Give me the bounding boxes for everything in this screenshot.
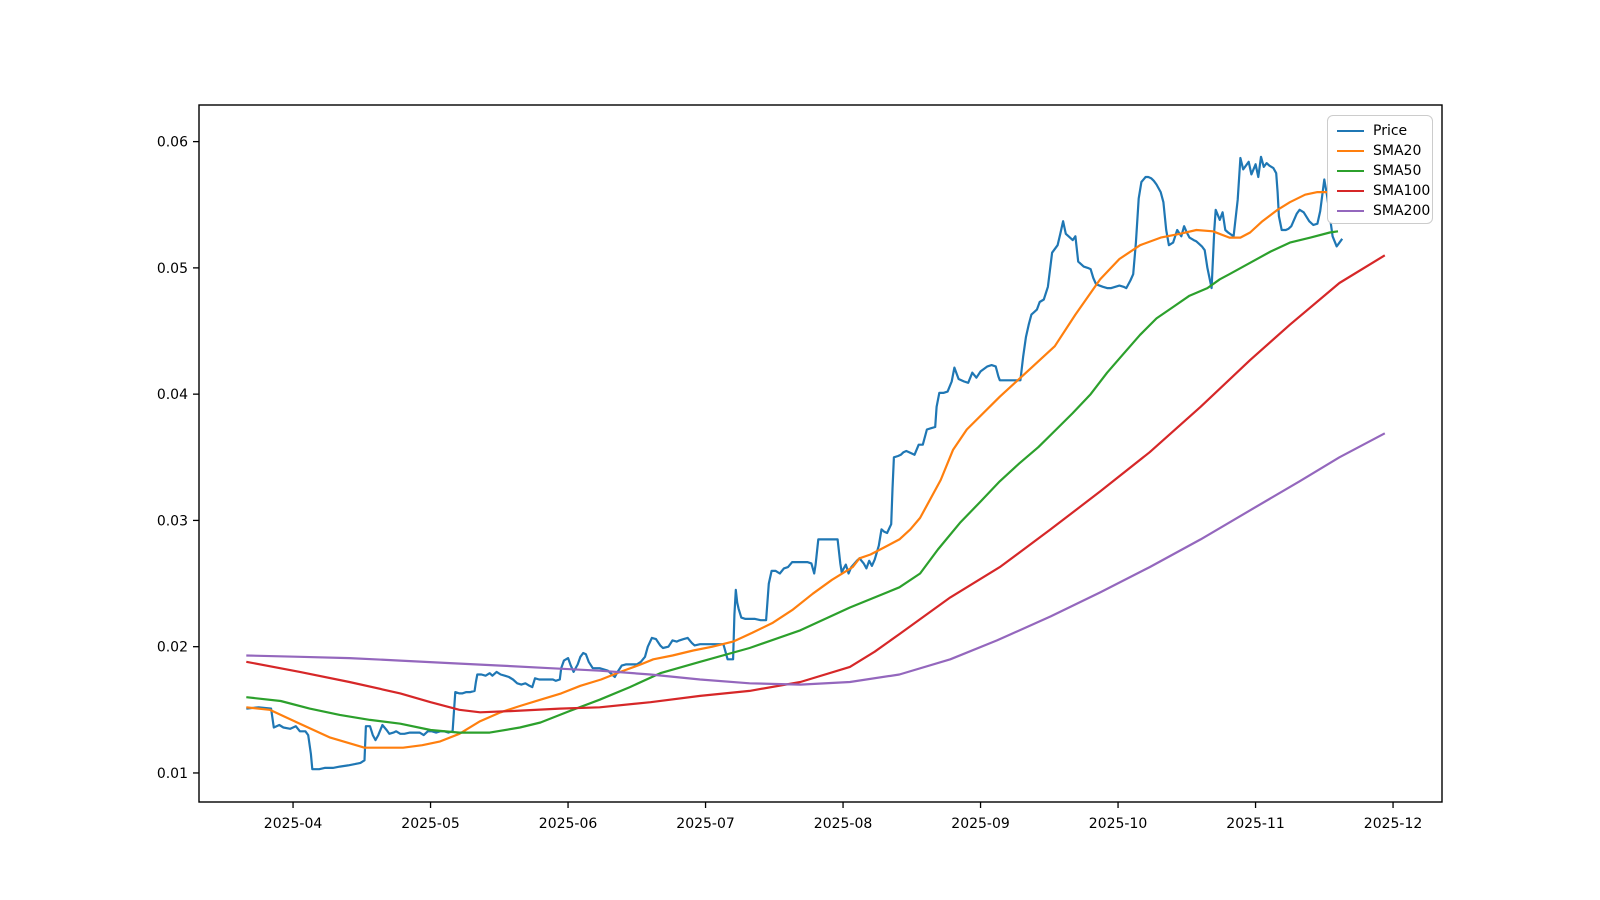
series-line-sma50 xyxy=(246,230,1339,734)
x-axis-tick-label: 2025-07 xyxy=(676,816,735,832)
legend-entry-price: Price xyxy=(1337,121,1424,141)
series-line-sma200 xyxy=(246,432,1386,686)
legend-line-swatch xyxy=(1337,129,1364,133)
plot-border xyxy=(198,104,1443,803)
y-axis-tick-label: 0.04 xyxy=(157,387,188,403)
legend-line-swatch xyxy=(1337,169,1364,173)
x-axis-tick-label: 2025-10 xyxy=(1089,816,1148,832)
legend-entry-sma20: SMA20 xyxy=(1337,141,1424,161)
legend-entry-sma50: SMA50 xyxy=(1337,161,1424,181)
y-axis-tick-label: 0.06 xyxy=(157,135,188,151)
y-axis-tick-label: 0.03 xyxy=(157,513,188,529)
x-axis-tick-label: 2025-08 xyxy=(814,816,873,832)
x-axis-tick-label: 2025-05 xyxy=(401,816,460,832)
y-axis-tick-label: 0.02 xyxy=(157,640,188,656)
legend-line-swatch xyxy=(1337,209,1364,213)
series-line-sma20 xyxy=(246,189,1340,749)
x-axis-tick-label: 2025-06 xyxy=(539,816,598,832)
legend-label: SMA20 xyxy=(1373,143,1422,159)
x-axis-tick-label: 2025-09 xyxy=(951,816,1010,832)
series-line-price xyxy=(246,155,1344,771)
legend-entry-sma200: SMA200 xyxy=(1337,201,1430,221)
series-line-sma100 xyxy=(246,254,1386,714)
y-axis-tick-label: 0.05 xyxy=(157,261,188,277)
x-axis-tick-label: 2025-11 xyxy=(1226,816,1285,832)
legend-label: SMA50 xyxy=(1373,163,1422,179)
legend-label: SMA100 xyxy=(1373,183,1431,199)
y-axis-tick-label: 0.01 xyxy=(157,766,188,782)
x-axis-tick-label: 2025-04 xyxy=(264,816,323,832)
legend-label: Price xyxy=(1373,123,1408,139)
x-axis-tick-label: 2025-12 xyxy=(1364,816,1423,832)
legend: Price SMA20 SMA50 SMA100 SMA200 xyxy=(1327,115,1433,224)
legend-entry-sma100: SMA100 xyxy=(1337,181,1430,201)
legend-line-swatch xyxy=(1337,189,1364,193)
legend-line-swatch xyxy=(1337,149,1364,153)
legend-label: SMA200 xyxy=(1373,203,1431,219)
